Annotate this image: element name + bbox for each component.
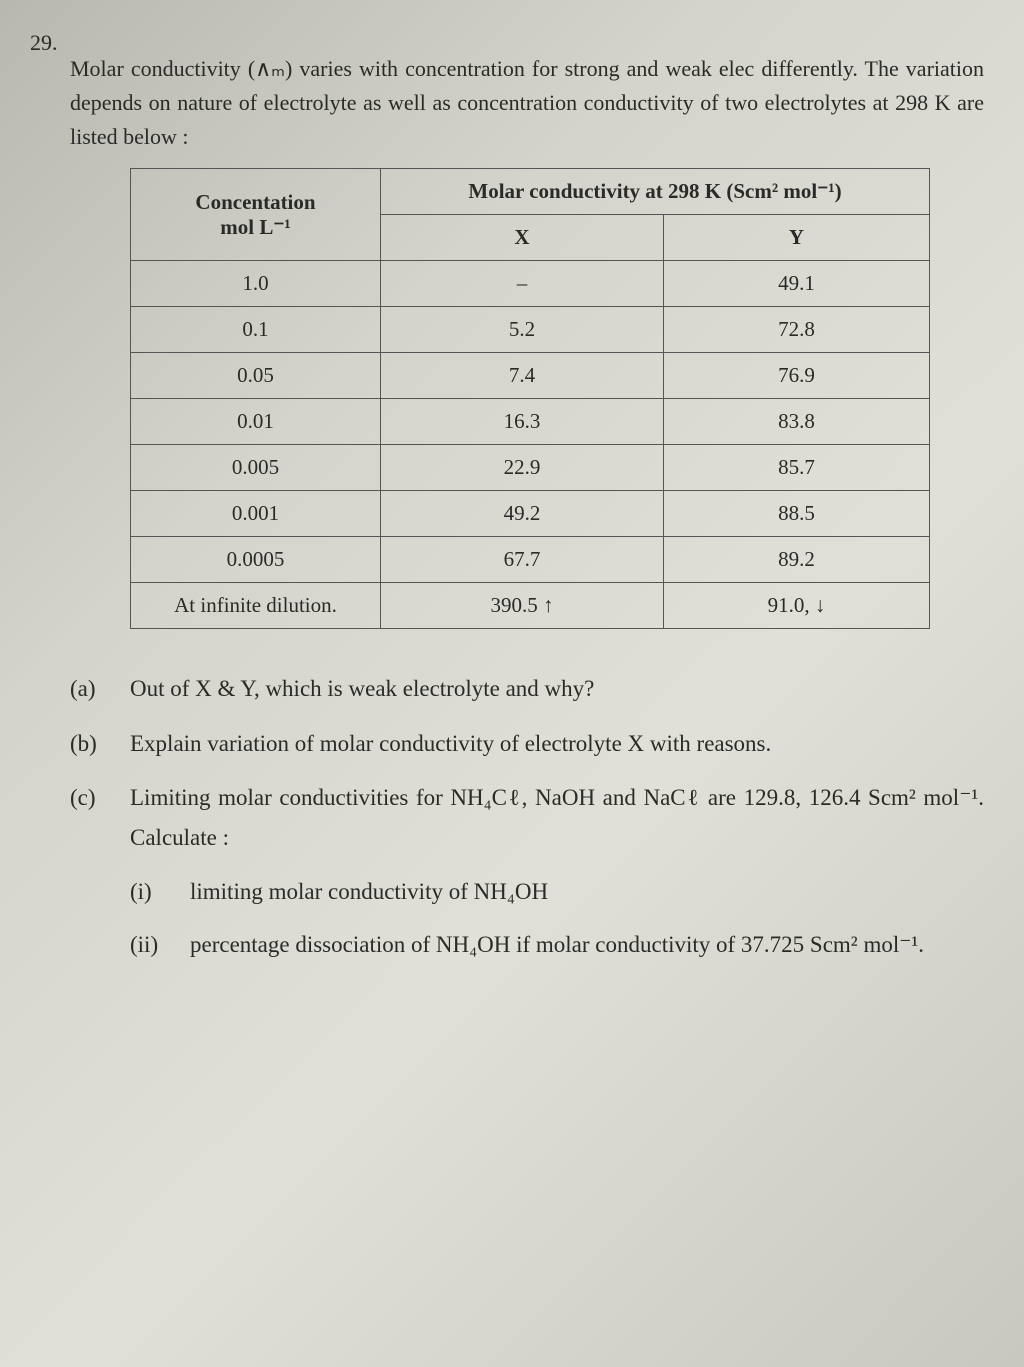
cell-x: 22.9 <box>381 445 664 491</box>
table-row: 0.1 5.2 72.8 <box>131 307 930 353</box>
col-y: Y <box>663 215 929 261</box>
table-row: At infinite dilution. 390.5 ↑ 91.0, ↓ <box>131 583 930 629</box>
cell-conc: 0.1 <box>131 307 381 353</box>
part-text: Explain variation of molar conductivity … <box>130 724 984 764</box>
cell-conc: 0.005 <box>131 445 381 491</box>
part-label: (b) <box>70 724 130 764</box>
header-molar-conductivity: Molar conductivity at 298 K (Scm² mol⁻¹) <box>381 169 930 215</box>
part-a: (a) Out of X & Y, which is weak electrol… <box>70 669 984 709</box>
cell-x: 49.2 <box>381 491 664 537</box>
subpart-i: (i) limiting molar conductivity of NH₄OH <box>130 872 984 912</box>
subpart-text: percentage dissociation of NH₄OH if mola… <box>190 925 984 965</box>
question-number: 29. <box>30 30 58 56</box>
cell-conc: 0.05 <box>131 353 381 399</box>
cell-y: 89.2 <box>663 537 929 583</box>
subpart-label: (ii) <box>130 925 190 965</box>
conductivity-table: Concentation mol L⁻¹ Molar conductivity … <box>130 168 930 629</box>
cell-x: – <box>381 261 664 307</box>
part-b: (b) Explain variation of molar conductiv… <box>70 724 984 764</box>
cell-y: 49.1 <box>663 261 929 307</box>
cell-x: 390.5 ↑ <box>381 583 664 629</box>
table-header-row: Concentation mol L⁻¹ Molar conductivity … <box>131 169 930 215</box>
cell-x: 7.4 <box>381 353 664 399</box>
cell-x: 5.2 <box>381 307 664 353</box>
cell-conc: At infinite dilution. <box>131 583 381 629</box>
table-row: 0.005 22.9 85.7 <box>131 445 930 491</box>
cell-conc: 1.0 <box>131 261 381 307</box>
cell-x: 67.7 <box>381 537 664 583</box>
cell-y: 85.7 <box>663 445 929 491</box>
subpart-label: (i) <box>130 872 190 912</box>
table-row: 0.01 16.3 83.8 <box>131 399 930 445</box>
cell-x: 16.3 <box>381 399 664 445</box>
part-label: (c) <box>70 778 130 859</box>
cell-y: 83.8 <box>663 399 929 445</box>
part-text: Out of X & Y, which is weak electrolyte … <box>130 669 984 709</box>
table-row: 1.0 – 49.1 <box>131 261 930 307</box>
cell-conc: 0.0005 <box>131 537 381 583</box>
col-x: X <box>381 215 664 261</box>
cell-y: 76.9 <box>663 353 929 399</box>
cell-conc: 0.01 <box>131 399 381 445</box>
part-label: (a) <box>70 669 130 709</box>
cell-y: 72.8 <box>663 307 929 353</box>
intro-text: Molar conductivity (∧ₘ) varies with conc… <box>70 52 984 154</box>
table-row: 0.05 7.4 76.9 <box>131 353 930 399</box>
subpart-text: limiting molar conductivity of NH₄OH <box>190 872 984 912</box>
cell-y: 88.5 <box>663 491 929 537</box>
part-text: Limiting molar conductivities for NH₄Cℓ,… <box>130 778 984 859</box>
header-concentration: Concentation mol L⁻¹ <box>131 169 381 261</box>
cell-y: 91.0, ↓ <box>663 583 929 629</box>
part-c: (c) Limiting molar conductivities for NH… <box>70 778 984 859</box>
cell-conc: 0.001 <box>131 491 381 537</box>
table-row: 0.0005 67.7 89.2 <box>131 537 930 583</box>
subpart-ii: (ii) percentage dissociation of NH₄OH if… <box>130 925 984 965</box>
table-row: 0.001 49.2 88.5 <box>131 491 930 537</box>
